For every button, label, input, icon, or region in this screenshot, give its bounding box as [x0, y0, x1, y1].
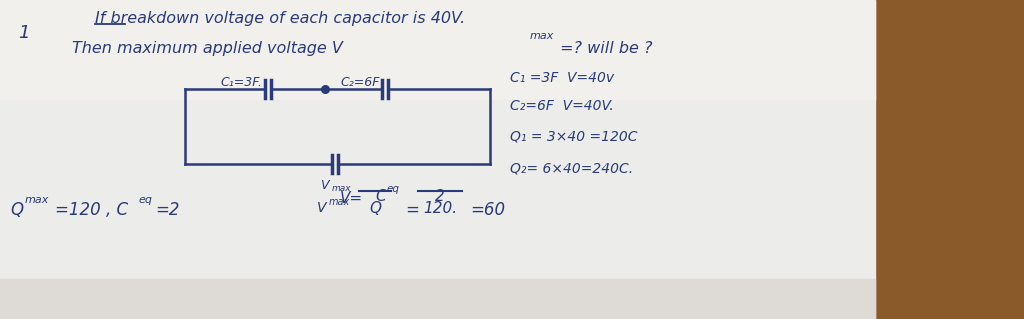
Text: 2: 2 [435, 189, 444, 204]
Text: max: max [332, 184, 351, 193]
Text: C₂=6F  V=40V.: C₂=6F V=40V. [510, 99, 613, 113]
Text: Q: Q [10, 201, 24, 219]
Text: eq: eq [387, 184, 400, 194]
Text: =: = [406, 201, 419, 219]
Text: eq: eq [138, 195, 152, 205]
Text: V: V [317, 201, 327, 215]
Text: 1: 1 [18, 24, 30, 42]
Text: C: C [375, 189, 386, 204]
Text: V=: V= [340, 191, 364, 206]
Text: C₂=6F: C₂=6F [340, 76, 380, 89]
Bar [0, 279, 874, 319]
Text: 120.: 120. [423, 201, 457, 216]
Text: =? will be ?: =? will be ? [555, 41, 652, 56]
Text: Q₁ = 3×40 =120C: Q₁ = 3×40 =120C [510, 129, 638, 143]
Text: C₁ =3F  V=40v: C₁ =3F V=40v [510, 71, 614, 85]
Text: max: max [25, 195, 49, 205]
Bar [870, 0, 1024, 319]
Text: Q: Q [369, 201, 381, 216]
Text: max: max [530, 31, 554, 41]
Text: Q₂= 6×40=240C.: Q₂= 6×40=240C. [510, 161, 633, 175]
Text: =2: =2 [155, 201, 179, 219]
Text: C₁=3F.: C₁=3F. [220, 76, 262, 89]
Bar [0, 0, 874, 319]
Text: max: max [329, 197, 350, 207]
Text: If breakdown voltage of each capacitor is 40V.: If breakdown voltage of each capacitor i… [95, 11, 465, 26]
Text: =120 , C: =120 , C [55, 201, 128, 219]
Bar [0, 0, 874, 99]
Text: V: V [319, 179, 329, 192]
Text: =60: =60 [470, 201, 505, 219]
Text: Then maximum applied voltage V: Then maximum applied voltage V [72, 41, 343, 56]
